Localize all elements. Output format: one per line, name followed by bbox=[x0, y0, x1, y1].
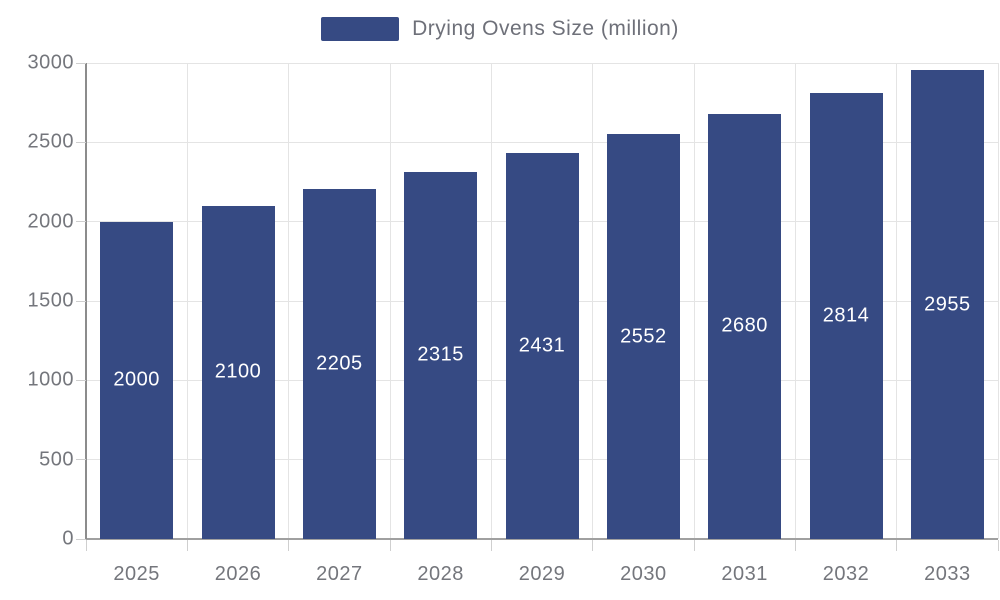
gridline-vertical bbox=[186, 63, 188, 539]
x-tick-label: 2028 bbox=[417, 563, 464, 585]
x-tick-label: 2031 bbox=[721, 563, 768, 585]
bar-2033 bbox=[910, 70, 984, 539]
bar-value-label: 2552 bbox=[620, 325, 667, 348]
bar-value-label: 2315 bbox=[417, 343, 464, 366]
legend-label: Drying Ovens Size (million) bbox=[412, 17, 679, 40]
x-tick-mark bbox=[490, 540, 492, 551]
bar-2029 bbox=[505, 153, 579, 539]
bar-2028 bbox=[404, 171, 478, 539]
x-tick-label: 2030 bbox=[620, 563, 667, 585]
bar-value-label: 2431 bbox=[518, 334, 566, 357]
x-tick-mark bbox=[997, 540, 999, 551]
y-tick-mark bbox=[76, 300, 86, 302]
bar-value-label: 2955 bbox=[924, 293, 971, 316]
y-tick-mark bbox=[76, 221, 86, 223]
gridline-vertical bbox=[794, 63, 796, 539]
gridline-vertical bbox=[389, 63, 391, 539]
y-tick-label: 3000 bbox=[27, 51, 74, 74]
x-tick-mark bbox=[186, 540, 188, 551]
gridline-vertical bbox=[490, 63, 492, 539]
gridline-horizontal bbox=[86, 62, 998, 64]
bar-2030 bbox=[606, 134, 680, 539]
legend-swatch bbox=[321, 17, 400, 41]
y-tick-label: 1000 bbox=[27, 368, 74, 391]
bar-2026 bbox=[201, 205, 275, 539]
x-tick-mark bbox=[288, 540, 290, 551]
x-tick-label: 2029 bbox=[518, 563, 566, 585]
x-tick-mark bbox=[896, 540, 898, 551]
bar-2027 bbox=[302, 189, 376, 539]
bar-value-label: 2000 bbox=[113, 368, 160, 391]
y-tick-label: 1500 bbox=[27, 289, 74, 312]
gridline-vertical bbox=[693, 63, 695, 539]
y-tick-mark bbox=[76, 141, 86, 143]
y-tick-label: 2000 bbox=[27, 210, 74, 233]
bar-value-label: 2205 bbox=[316, 352, 363, 375]
x-tick-label: 2026 bbox=[214, 563, 262, 585]
bar-2031 bbox=[708, 113, 782, 539]
y-tick-mark bbox=[76, 379, 86, 381]
gridline-vertical bbox=[592, 63, 594, 539]
bar-value-label: 2814 bbox=[822, 304, 870, 327]
x-tick-mark bbox=[389, 540, 391, 551]
y-tick-mark bbox=[76, 538, 86, 540]
bar-2025 bbox=[100, 221, 174, 539]
plot-area: 0 500 1000 1500 2000 2500 3000 2000 2025 2100 2026… bbox=[28, 52, 999, 585]
x-tick-mark bbox=[592, 540, 594, 551]
x-tick-label: 2032 bbox=[822, 563, 870, 585]
x-tick-label: 2033 bbox=[924, 563, 971, 585]
y-tick-mark bbox=[76, 62, 86, 64]
bar-2032 bbox=[809, 92, 883, 539]
gridline-vertical bbox=[896, 63, 898, 539]
gridline-vertical bbox=[997, 63, 999, 539]
gridline-horizontal bbox=[86, 141, 998, 143]
x-tick-label: 2027 bbox=[316, 563, 363, 585]
y-tick-label: 500 bbox=[39, 448, 74, 471]
y-tick-mark bbox=[76, 459, 86, 461]
x-axis-line bbox=[86, 538, 998, 540]
x-tick-mark bbox=[693, 540, 695, 551]
chart-legend[interactable]: Drying Ovens Size (million) bbox=[0, 17, 1000, 41]
x-tick-label: 2025 bbox=[113, 563, 160, 585]
x-tick-mark bbox=[85, 540, 87, 551]
gridline-vertical bbox=[288, 63, 290, 539]
bar-value-label: 2680 bbox=[721, 314, 768, 337]
y-tick-label: 0 bbox=[62, 527, 74, 550]
x-tick-mark bbox=[794, 540, 796, 551]
y-tick-label: 2500 bbox=[27, 130, 74, 153]
bar-value-label: 2100 bbox=[214, 360, 262, 383]
